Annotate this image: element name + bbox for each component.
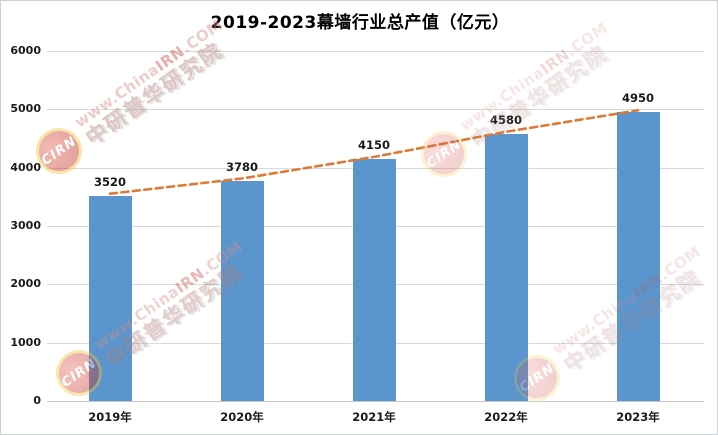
bar: [88, 195, 132, 401]
y-tick-label: 4000: [10, 160, 41, 174]
bar: [484, 133, 528, 401]
x-tick-label: 2019年: [88, 410, 132, 424]
watermark: CIRN www.ChinaIRN.COM 中研普华研究院: [504, 241, 717, 411]
watermark-org-text: 中研普华研究院: [81, 37, 227, 150]
y-tick-label: 2000: [10, 277, 41, 291]
bar-value-label: 4950: [621, 91, 654, 106]
bar-value-label: 3780: [225, 159, 258, 174]
x-tick-label: 2020年: [220, 410, 264, 424]
y-tick-label: 3000: [10, 219, 41, 232]
y-tick-label: 6000: [10, 44, 41, 57]
bar: [616, 112, 660, 401]
watermark-url-text: www.ChinaIRN.COM: [71, 15, 227, 132]
watermark: CIRN www.ChinaIRN.COM 中研普华研究院: [26, 14, 241, 184]
watermark-cirn-logo: CIRN: [411, 121, 477, 187]
y-tick-label: 0: [33, 394, 41, 407]
x-tick-label: 2021年: [352, 410, 396, 424]
x-tick-label: 2023年: [616, 410, 660, 424]
gridline: [47, 51, 704, 52]
x-tick-label: 2022年: [484, 410, 528, 424]
x-axis-line: [47, 401, 704, 402]
chart-title: 2019-2023幕墙行业总产值（亿元）: [210, 13, 510, 33]
bar: [220, 180, 264, 401]
bar-value-label: 4580: [489, 112, 522, 127]
bar-value-label: 4150: [357, 137, 390, 152]
y-tick-label: 5000: [10, 102, 41, 116]
bar-value-label: 3520: [93, 174, 126, 189]
gridline: [47, 109, 704, 111]
bar: [352, 158, 396, 401]
y-tick-label: 1000: [10, 335, 41, 349]
